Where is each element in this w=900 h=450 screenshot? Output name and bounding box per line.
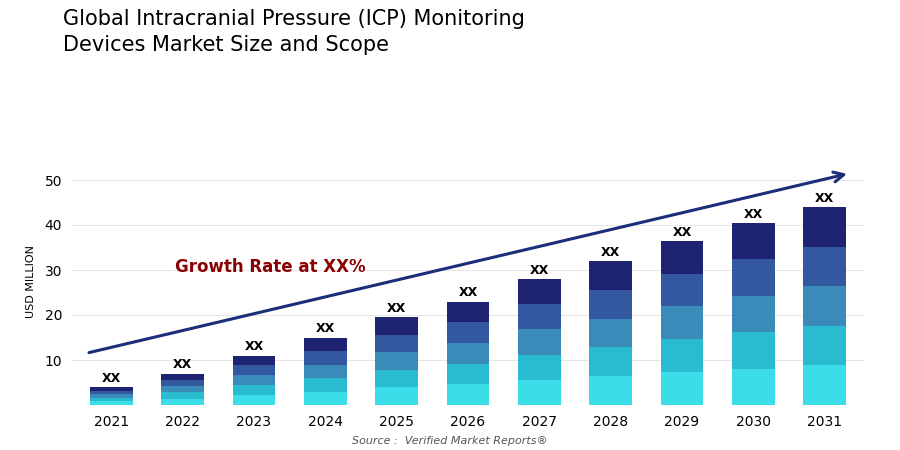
Bar [90,391,132,394]
Bar [732,223,775,259]
Bar [232,365,275,375]
Bar [304,338,347,351]
Bar [732,259,775,296]
Bar [732,332,775,369]
Bar [804,326,846,365]
Bar [804,247,846,286]
Bar [304,351,347,364]
Bar [90,387,132,391]
Text: XX: XX [173,358,193,371]
Bar [590,319,632,347]
Text: Global Intracranial Pressure (ICP) Monitoring
Devices Market Size and Scope: Global Intracranial Pressure (ICP) Monit… [63,9,525,55]
Bar [661,306,704,339]
Bar [732,296,775,332]
Text: Source :  Verified Market Reports®: Source : Verified Market Reports® [352,436,548,446]
Bar [375,387,419,405]
Bar [232,375,275,385]
Bar [90,401,132,405]
Bar [661,274,704,306]
Bar [518,380,561,405]
Bar [232,356,275,365]
Bar [304,392,347,405]
Text: XX: XX [387,302,406,315]
Bar [590,347,632,376]
Bar [590,290,632,319]
Bar [161,392,204,399]
Bar [375,335,419,352]
Bar [232,385,275,395]
Text: XX: XX [458,286,478,299]
Bar [590,261,632,290]
Bar [732,369,775,405]
Text: XX: XX [530,264,549,277]
Bar [804,365,846,405]
Bar [661,339,704,372]
Bar [804,207,846,247]
Bar [90,398,132,401]
Y-axis label: USD MILLION: USD MILLION [26,245,36,318]
Bar [518,304,561,329]
Bar [590,376,632,405]
Bar [304,364,347,378]
Bar [446,343,490,364]
Text: XX: XX [672,225,692,238]
Bar [518,355,561,380]
Bar [804,286,846,326]
Text: XX: XX [743,207,763,220]
Bar [304,378,347,392]
Text: XX: XX [102,372,121,385]
Bar [232,395,275,405]
Bar [446,364,490,384]
Bar [161,380,204,386]
Bar [661,241,704,274]
Text: Growth Rate at XX%: Growth Rate at XX% [176,258,366,276]
Bar [375,352,419,370]
Text: XX: XX [316,322,335,335]
Bar [446,322,490,343]
Bar [90,394,132,398]
Text: XX: XX [815,192,834,205]
Bar [161,399,204,405]
Bar [161,386,204,392]
Bar [375,317,419,335]
Bar [661,372,704,405]
Text: XX: XX [601,246,620,259]
Text: XX: XX [244,340,264,353]
Bar [446,384,490,405]
Bar [518,279,561,304]
Bar [375,370,419,387]
Bar [161,374,204,380]
Bar [446,302,490,322]
Bar [518,329,561,355]
